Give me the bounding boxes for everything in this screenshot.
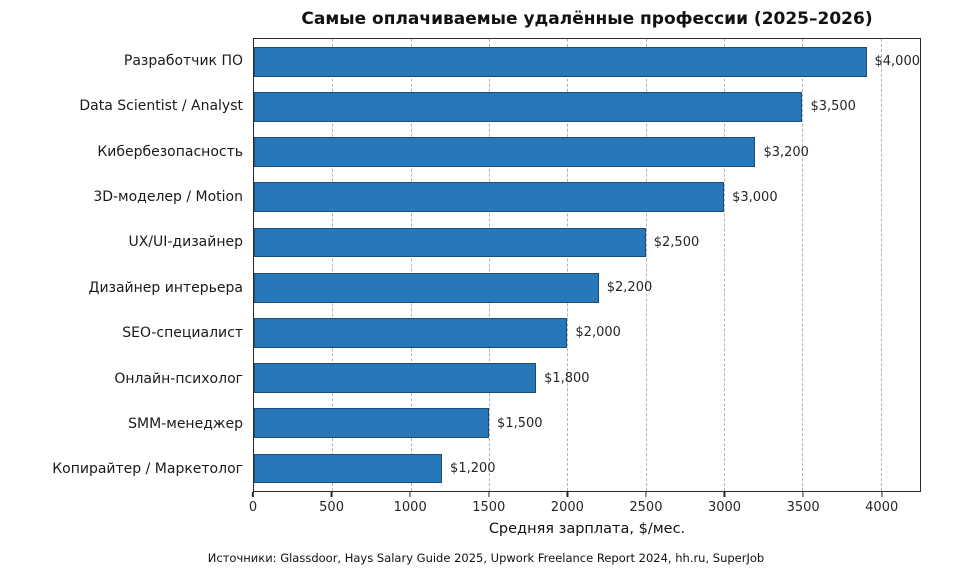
- x-tick-mark: [330, 492, 333, 497]
- x-tick: 2500: [629, 492, 662, 515]
- x-tick: 1000: [394, 492, 427, 515]
- gridline: [489, 39, 491, 491]
- x-tick: 0: [249, 492, 257, 515]
- x-tick-label: 1000: [393, 500, 427, 515]
- bar-value-label: $3,000: [732, 189, 778, 205]
- gridline: [567, 39, 569, 491]
- x-tick-mark: [881, 492, 883, 497]
- y-tick-label: Кибербезопасность: [97, 143, 243, 160]
- x-axis-label: Средняя зарплата, $/мес.: [488, 521, 686, 537]
- bar-row: $2,500: [254, 220, 920, 265]
- bar-7: [254, 363, 537, 393]
- bar-value-label: $3,200: [763, 144, 809, 160]
- bar-row: $3,500: [254, 84, 920, 129]
- bar-0: [254, 46, 867, 77]
- bar-value-label: $1,800: [544, 370, 590, 386]
- x-tick-mark: [802, 492, 804, 497]
- bar-6: [254, 317, 568, 348]
- gridline: [880, 39, 882, 491]
- gridline: [645, 39, 647, 491]
- x-tick-mark: [723, 492, 726, 497]
- x-tick-mark: [252, 492, 254, 497]
- x-tick-mark: [409, 492, 411, 497]
- y-tick-label: SMM-менеджер: [128, 415, 243, 432]
- y-tick-label: Data Scientist / Analyst: [79, 98, 243, 115]
- x-tick: 1500: [472, 492, 505, 515]
- gridlines: [254, 39, 920, 491]
- bar-3: [254, 182, 725, 213]
- y-tick-label: SEO-специалист: [122, 325, 243, 342]
- x-tick: 500: [319, 492, 344, 515]
- bar-value-label: $2,500: [653, 234, 700, 250]
- bar-value-label: $4,000: [874, 54, 921, 70]
- y-tick-label: UX/UI-дизайнер: [128, 234, 243, 251]
- bar-9: [254, 453, 443, 484]
- x-tick: 4000: [865, 492, 898, 515]
- bar-row: $2,200: [254, 265, 920, 310]
- x-tick-label: 500: [319, 500, 344, 515]
- bars-container: $4,000 $3,500 $3,200 $3,000 $2,500 $2,200 $2,0…: [254, 39, 920, 491]
- x-tick-label: 4000: [865, 500, 899, 515]
- x-tick-label: 2000: [550, 500, 584, 515]
- source-note: Источники: Glassdoor, Hays Salary Guide …: [207, 551, 765, 565]
- chart-title: Самые оплачиваемые удалённые профессии (…: [301, 9, 873, 29]
- gridline: [802, 39, 804, 491]
- bar-row: $4,000: [254, 39, 920, 84]
- bar-row: $1,500: [254, 401, 920, 446]
- bar-row: $1,800: [254, 355, 920, 400]
- gridline: [332, 39, 334, 491]
- x-tick-mark: [566, 492, 568, 497]
- x-tick: 2000: [551, 492, 584, 515]
- x-tick-label: 1500: [472, 500, 506, 515]
- bar-value-label: $3,500: [810, 99, 856, 115]
- bar-row: $3,000: [254, 175, 920, 220]
- gridline: [724, 39, 726, 491]
- bar-8: [254, 408, 490, 439]
- bar-value-label: $2,200: [606, 280, 653, 296]
- bar-4: [254, 227, 646, 258]
- y-tick-label: Разработчик ПО: [123, 52, 243, 69]
- x-tick: 3500: [787, 492, 820, 515]
- bar-1: [254, 91, 803, 122]
- x-tick: 3000: [708, 492, 741, 515]
- x-tick-mark: [488, 492, 490, 497]
- bar-5: [254, 272, 599, 303]
- x-tick-mark: [645, 492, 647, 497]
- y-axis-labels: Разработчик ПО Data Scientist / Analyst Ки…: [0, 38, 243, 492]
- bar-value-label: $1,200: [450, 460, 496, 476]
- bar-value-label: $2,000: [575, 325, 621, 341]
- x-tick-label: 0: [248, 500, 258, 515]
- bar-value-label: $1,500: [497, 415, 543, 431]
- y-tick-label: Дизайнер интерьера: [88, 279, 244, 296]
- x-tick-label: 3500: [786, 500, 820, 515]
- bar-row: $1,200: [254, 446, 920, 491]
- y-tick-label: Копирайтер / Маркетолог: [52, 461, 243, 478]
- bar-2: [254, 137, 756, 167]
- x-axis-ticks: 0 500 1000 1500 2000 2500 3000 3500 4000: [249, 492, 921, 518]
- x-tick-label: 3000: [707, 500, 742, 515]
- y-tick-label: 3D-моделер / Motion: [93, 188, 243, 205]
- bar-row: $3,200: [254, 129, 920, 174]
- bar-row: $2,000: [254, 310, 920, 355]
- plot-area: $4,000 $3,500 $3,200 $3,000 $2,500 $2,200 $2,0…: [253, 38, 921, 492]
- x-tick-label: 2500: [629, 500, 663, 515]
- y-tick-label: Онлайн-психолог: [114, 370, 243, 387]
- gridline: [410, 39, 412, 491]
